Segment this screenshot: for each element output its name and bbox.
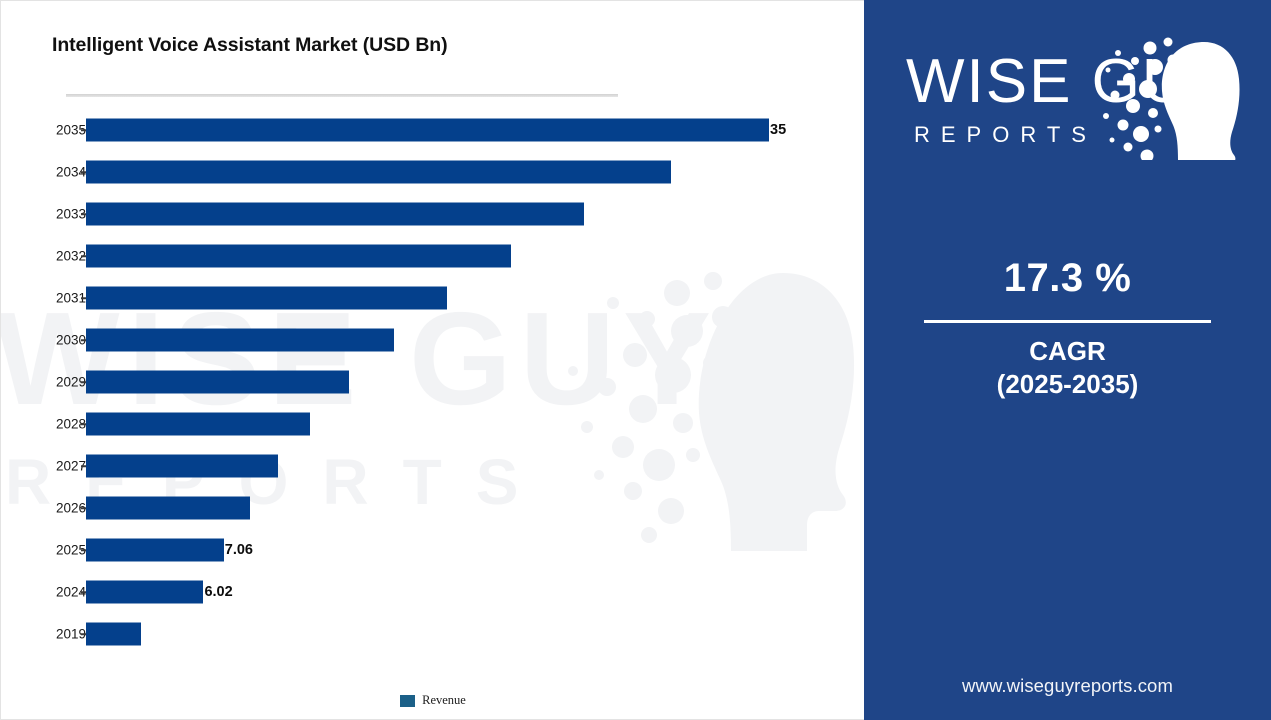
bar[interactable] xyxy=(86,160,672,184)
wiseguy-reports-logo-icon: WISE GUY REPORTS xyxy=(906,37,1240,160)
bar[interactable] xyxy=(86,538,224,562)
bar[interactable] xyxy=(86,622,141,646)
category-label: 2019 xyxy=(55,626,86,642)
bar[interactable] xyxy=(86,496,250,520)
bar[interactable] xyxy=(86,286,447,310)
bar-row: 2034 xyxy=(1,151,864,193)
bar[interactable] xyxy=(86,202,584,226)
bar-value-label: 6.02 xyxy=(204,584,233,600)
axis-tick xyxy=(81,381,86,383)
bar-value-label: 7.06 xyxy=(224,542,253,558)
bar-row: 2025 7.06 xyxy=(1,529,864,571)
category-label: 2030 xyxy=(55,332,86,348)
chart-panel: WISE GUY REPORTS xyxy=(0,0,864,720)
axis-tick xyxy=(81,423,86,425)
brand-url: www.wiseguyreports.com xyxy=(962,675,1173,696)
bar[interactable] xyxy=(86,370,350,394)
bar[interactable] xyxy=(86,454,279,478)
category-label: 2026 xyxy=(55,500,86,516)
category-label: 2034 xyxy=(55,164,86,180)
category-label: 2024 xyxy=(55,584,86,600)
bar-row: 2031 xyxy=(1,277,864,319)
category-label: 2027 xyxy=(55,458,86,474)
title-divider xyxy=(66,94,618,97)
bar-row: 2027 xyxy=(1,445,864,487)
plot-area: 2035 35 2034 2033 2032 2031 2030 2029 2028 2027 20… xyxy=(1,109,864,665)
bar-row: 2035 35 xyxy=(1,109,864,151)
page-title: Intelligent Voice Assistant Market (USD … xyxy=(52,34,448,56)
axis-tick xyxy=(81,171,86,173)
cagr-block: 17.3 % CAGR (2025-2035) xyxy=(864,258,1271,400)
axis-tick xyxy=(81,633,86,635)
axis-tick xyxy=(81,591,86,593)
brand-panel: WISE GUY REPORTS xyxy=(864,0,1271,720)
category-label: 2033 xyxy=(55,206,86,222)
category-label: 2028 xyxy=(55,416,86,432)
cagr-divider xyxy=(924,320,1211,323)
axis-tick xyxy=(81,507,86,509)
cagr-label: CAGR (2025-2035) xyxy=(996,336,1139,399)
category-label: 2032 xyxy=(55,248,86,264)
bar[interactable] xyxy=(86,328,395,352)
axis-tick xyxy=(81,129,86,131)
category-label: 2025 xyxy=(55,542,86,558)
category-label: 2031 xyxy=(55,290,86,306)
bar[interactable] xyxy=(86,580,204,604)
bar-row: 2032 xyxy=(1,235,864,277)
bar-row: 2029 xyxy=(1,361,864,403)
category-label: 2029 xyxy=(55,374,86,390)
axis-tick xyxy=(81,549,86,551)
svg-text:REPORTS: REPORTS xyxy=(914,122,1097,147)
bar-value-label: 35 xyxy=(770,122,787,138)
cagr-value: 17.3 % xyxy=(1003,256,1132,300)
bar-row: 2019 xyxy=(1,613,864,655)
bar[interactable] xyxy=(86,118,769,142)
axis-tick xyxy=(81,255,86,257)
bar-row: 2026 xyxy=(1,487,864,529)
category-label: 2035 xyxy=(55,122,86,138)
legend-swatch-icon xyxy=(400,694,416,707)
axis-tick xyxy=(81,297,86,299)
bar[interactable] xyxy=(86,412,311,436)
bar-row: 2030 xyxy=(1,319,864,361)
chart-legend: Revenue xyxy=(1,693,864,708)
bar-row: 2024 6.02 xyxy=(1,571,864,613)
bar-row: 2033 xyxy=(1,193,864,235)
axis-tick xyxy=(81,465,86,467)
axis-tick xyxy=(81,213,86,215)
legend-label: Revenue xyxy=(422,693,466,707)
bar-row: 2028 xyxy=(1,403,864,445)
bar[interactable] xyxy=(86,244,512,268)
axis-tick xyxy=(81,339,86,341)
